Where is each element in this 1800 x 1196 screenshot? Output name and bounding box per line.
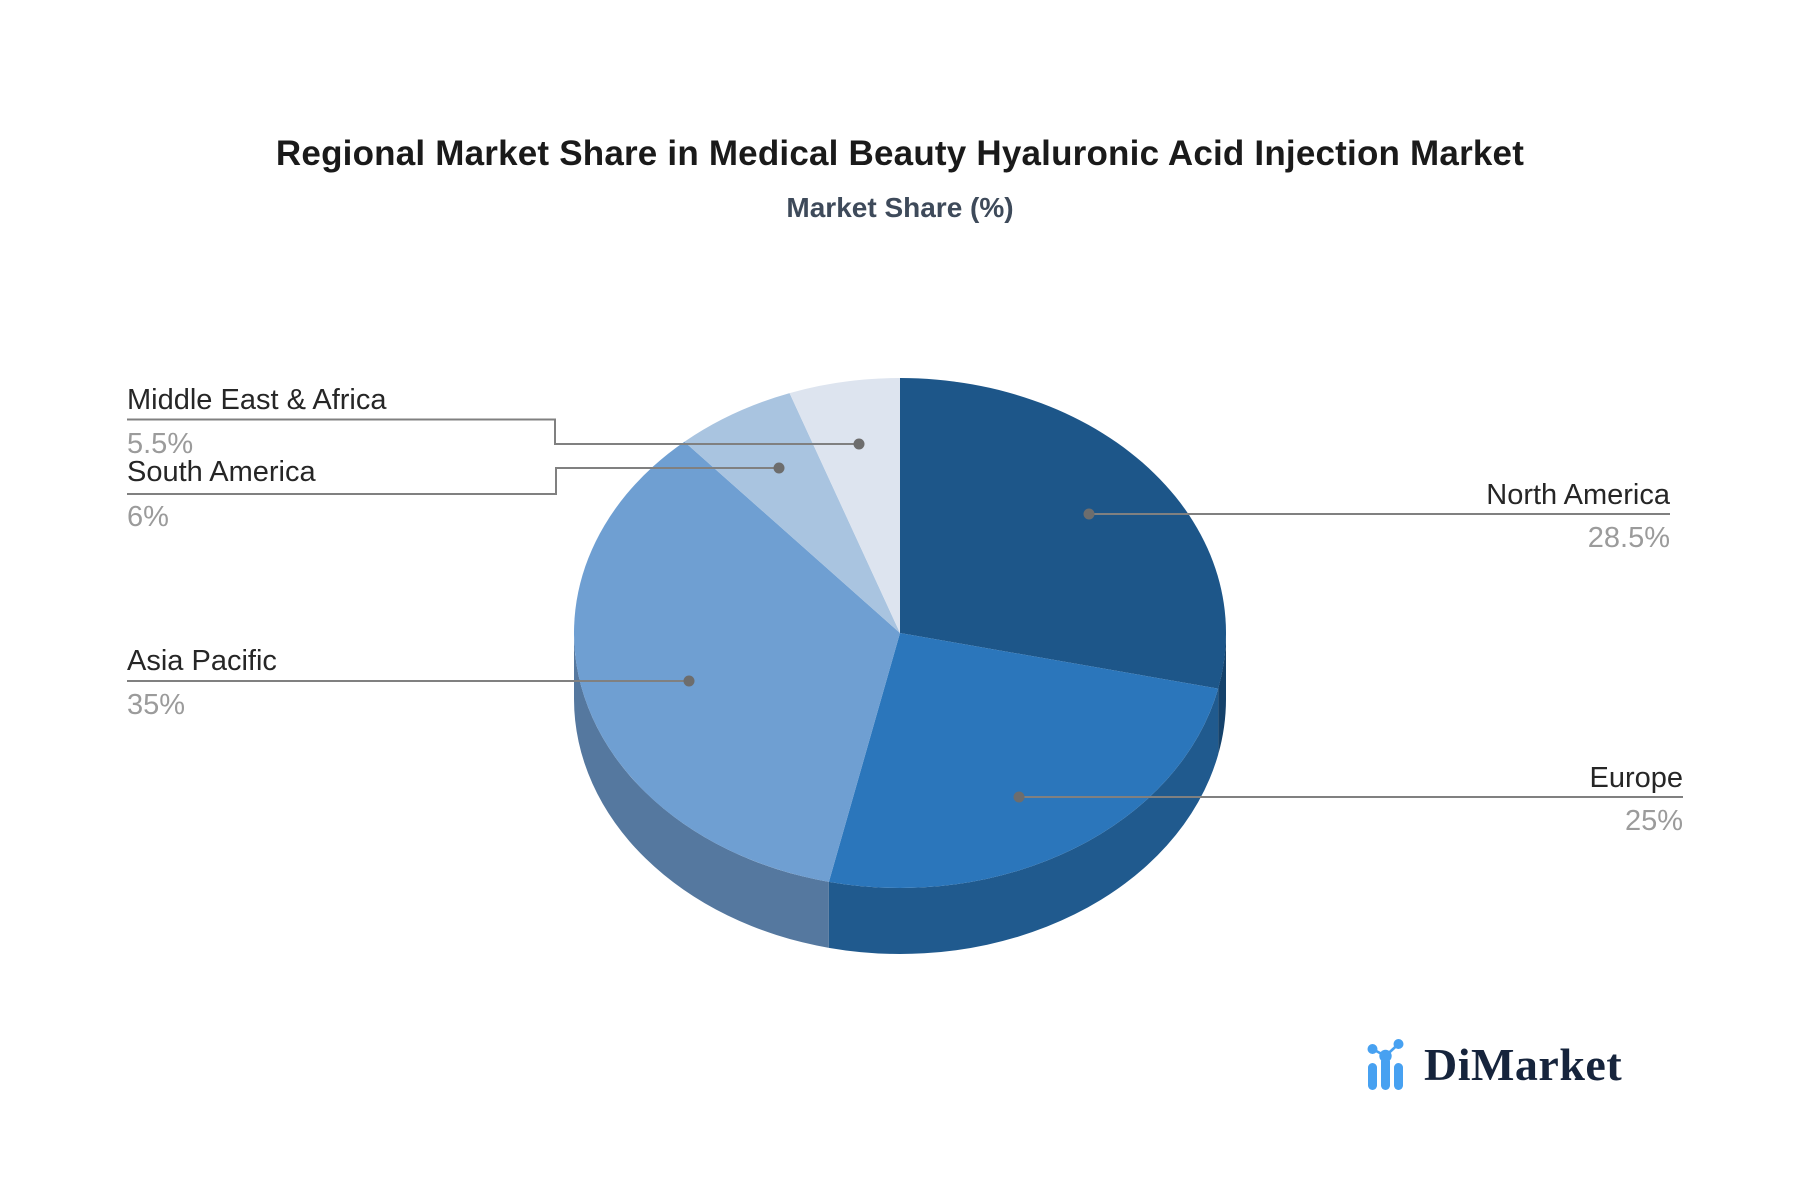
value-asia-pacific: 35% xyxy=(127,689,186,721)
callout-dot-ap xyxy=(683,675,695,687)
pie-slice-side-north-america xyxy=(1218,633,1226,755)
label-south-america: South America xyxy=(127,456,316,488)
bar-line-chart-icon xyxy=(1367,1039,1404,1090)
pie-slice-europe xyxy=(828,633,1219,888)
callout-line-sa xyxy=(127,467,779,495)
logo-bar-2 xyxy=(1381,1057,1390,1090)
chart-title: Regional Market Share in Medical Beauty … xyxy=(275,134,1525,173)
value-europe: 25% xyxy=(1624,805,1683,837)
label-middle-east-africa: Middle East & Africa xyxy=(127,384,387,416)
logo-dot-1 xyxy=(1367,1044,1378,1054)
pie-slice-south-america xyxy=(684,393,900,633)
logo-bar-1 xyxy=(1368,1063,1377,1090)
value-middle-east-africa: 5.5% xyxy=(127,428,194,460)
pie-slice-side-asia-pacific xyxy=(574,633,829,948)
pie-slice-side-europe xyxy=(828,688,1219,954)
pie-slice-middle-east-africa xyxy=(789,378,900,633)
value-north-america: 28.5% xyxy=(1587,522,1670,554)
logo-text: DiMarket xyxy=(1424,1039,1623,1090)
label-north-america: North America xyxy=(1486,479,1670,511)
chart-subtitle: Market Share (%) xyxy=(786,192,1014,223)
logo-bar-3 xyxy=(1394,1063,1403,1090)
dimarket-logo: DiMarket xyxy=(1364,1036,1622,1090)
label-asia-pacific: Asia Pacific xyxy=(127,645,277,677)
label-europe: Europe xyxy=(1589,762,1683,794)
callout-dot-na xyxy=(1083,508,1095,520)
value-south-america: 6% xyxy=(127,501,169,533)
pie-slice-north-america xyxy=(900,378,1226,689)
pie-slice-asia-pacific xyxy=(574,441,900,882)
callout-line-mea xyxy=(127,418,859,445)
callout-dot-sa xyxy=(773,462,785,474)
callout-dot-eu xyxy=(1013,791,1025,803)
logo-dot-3 xyxy=(1393,1039,1404,1049)
callout-dot-mea xyxy=(853,438,865,450)
logo-dot-2 xyxy=(1379,1049,1392,1063)
